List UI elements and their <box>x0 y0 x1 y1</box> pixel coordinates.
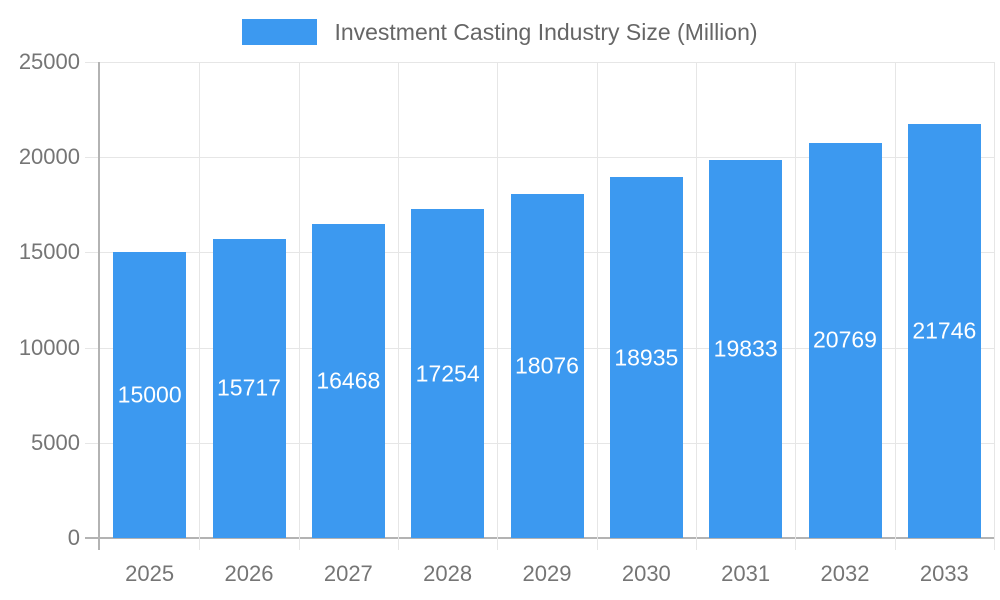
bar-2032 <box>808 142 882 538</box>
x-axis-line <box>85 537 994 539</box>
bar-value-label: 20769 <box>813 326 877 353</box>
bar-2026 <box>212 238 286 538</box>
gridline-horizontal <box>85 62 994 63</box>
y-axis-tick-label: 15000 <box>18 239 80 265</box>
bar-2028 <box>411 209 485 538</box>
x-axis-tick-label: 2025 <box>125 561 175 586</box>
gridline-horizontal <box>85 157 994 159</box>
x-axis-tick-label: 2031 <box>721 561 771 586</box>
bar-2033 <box>907 123 981 538</box>
bar-2027 <box>311 224 385 538</box>
gridline-vertical <box>994 62 995 550</box>
y-axis-tick-label: 10000 <box>18 334 80 360</box>
bar-value-label: 15000 <box>117 381 182 408</box>
x-axis-tick-label: 2027 <box>323 561 373 586</box>
y-axis-line <box>98 62 100 550</box>
gridline-vertical <box>696 62 697 550</box>
gridline-vertical <box>298 62 300 550</box>
chart-legend: Investment Casting Industry Size (Millio… <box>0 16 1000 48</box>
bar-value-label: 18935 <box>614 344 679 371</box>
gridline-vertical <box>497 62 499 550</box>
bar-value-label: 18076 <box>515 352 579 379</box>
x-axis-tick-label: 2029 <box>522 561 572 586</box>
bar-value-label: 19833 <box>713 335 778 362</box>
bar-value-label: 17254 <box>415 360 480 387</box>
bar-2029 <box>510 193 584 538</box>
bar-value-label: 21746 <box>912 317 977 344</box>
x-axis-tick-label: 2030 <box>621 561 671 586</box>
y-axis-tick-label: 5000 <box>31 429 80 455</box>
y-axis-tick-label: 0 <box>67 525 80 550</box>
gridline-vertical <box>199 62 201 550</box>
x-axis-tick-label: 2026 <box>224 561 274 586</box>
gridline-vertical <box>894 62 896 550</box>
bar-2030 <box>609 177 683 538</box>
gridline-vertical <box>795 62 797 550</box>
x-axis-tick-label: 2028 <box>423 561 473 586</box>
gridline-vertical <box>596 62 598 550</box>
bar-2025 <box>113 252 187 538</box>
legend-label: Investment Casting Industry Size (Millio… <box>334 18 758 45</box>
x-axis-tick-label: 2033 <box>919 561 969 586</box>
x-axis-tick-label: 2032 <box>820 561 870 586</box>
bar-2031 <box>709 160 783 538</box>
gridline-vertical <box>398 62 399 550</box>
y-axis-tick-label: 20000 <box>18 144 80 170</box>
bar-value-label: 16468 <box>316 367 381 394</box>
legend-swatch <box>242 19 318 45</box>
y-axis-tick-label: 25000 <box>18 49 80 74</box>
bar-value-label: 15717 <box>217 374 281 401</box>
